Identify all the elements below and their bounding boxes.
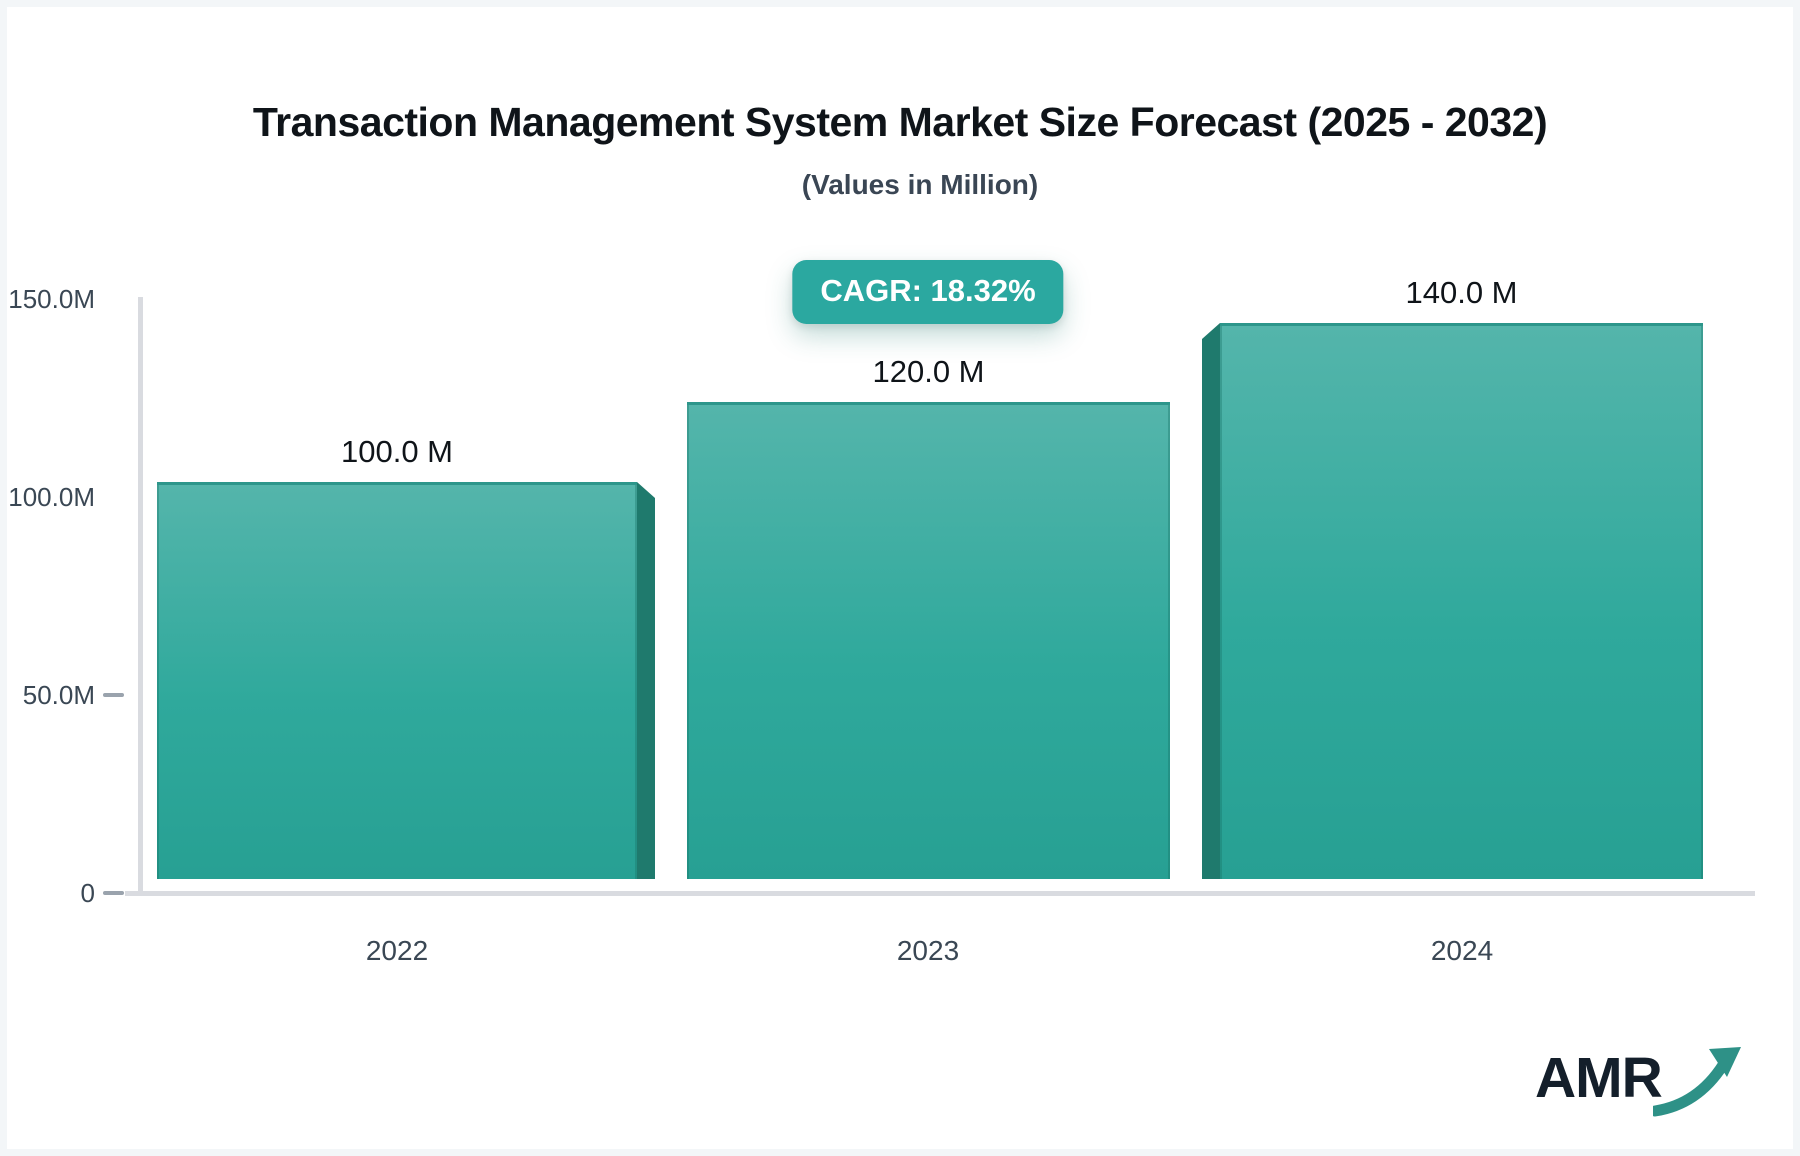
y-tick-mark-50m (103, 693, 124, 697)
y-tick-mark-0 (103, 891, 124, 895)
bar-2024-face (1220, 323, 1703, 879)
bar-2024-value-label: 140.0 M (1405, 275, 1518, 310)
bar-2024[interactable]: 140.0 M (1220, 275, 1703, 879)
bar-2022-value-label: 100.0 M (340, 434, 454, 469)
chart-subtitle: (Values in Million) (801, 169, 1039, 200)
bar-2023-value-label: 120.0 M (872, 354, 985, 389)
chart-title: Transaction Management System Market Siz… (252, 99, 1548, 145)
amr-logo-arrow-icon (1653, 1047, 1741, 1117)
cagr-badge: CAGR: 18.32% (792, 260, 1064, 324)
bar-2022[interactable]: 100.0 M (157, 434, 637, 879)
bar-2023-face (687, 402, 1170, 879)
y-tick-label-150m: 150.0M (8, 284, 95, 314)
y-axis-line (138, 297, 143, 896)
x-label-2023: 2023 (896, 935, 960, 966)
y-tick-label-0: 0 (80, 878, 95, 908)
y-tick-label-50m: 50.0M (22, 680, 95, 710)
x-axis-line (125, 891, 1755, 896)
x-label-2022: 2022 (365, 935, 429, 966)
bar-2022-side-panel (637, 482, 655, 879)
chart-card: Transaction Management System Market Siz… (7, 7, 1793, 1149)
bar-2023[interactable]: 120.0 M (687, 354, 1170, 879)
amr-logo-text: AMR (1535, 1046, 1663, 1110)
x-label-2024: 2024 (1430, 935, 1494, 966)
bar-2022-face (157, 482, 637, 879)
y-tick-label-100m: 100.0M (8, 482, 95, 512)
bar-2024-side-panel (1202, 323, 1220, 879)
amr-logo: AMR (1535, 1037, 1741, 1121)
